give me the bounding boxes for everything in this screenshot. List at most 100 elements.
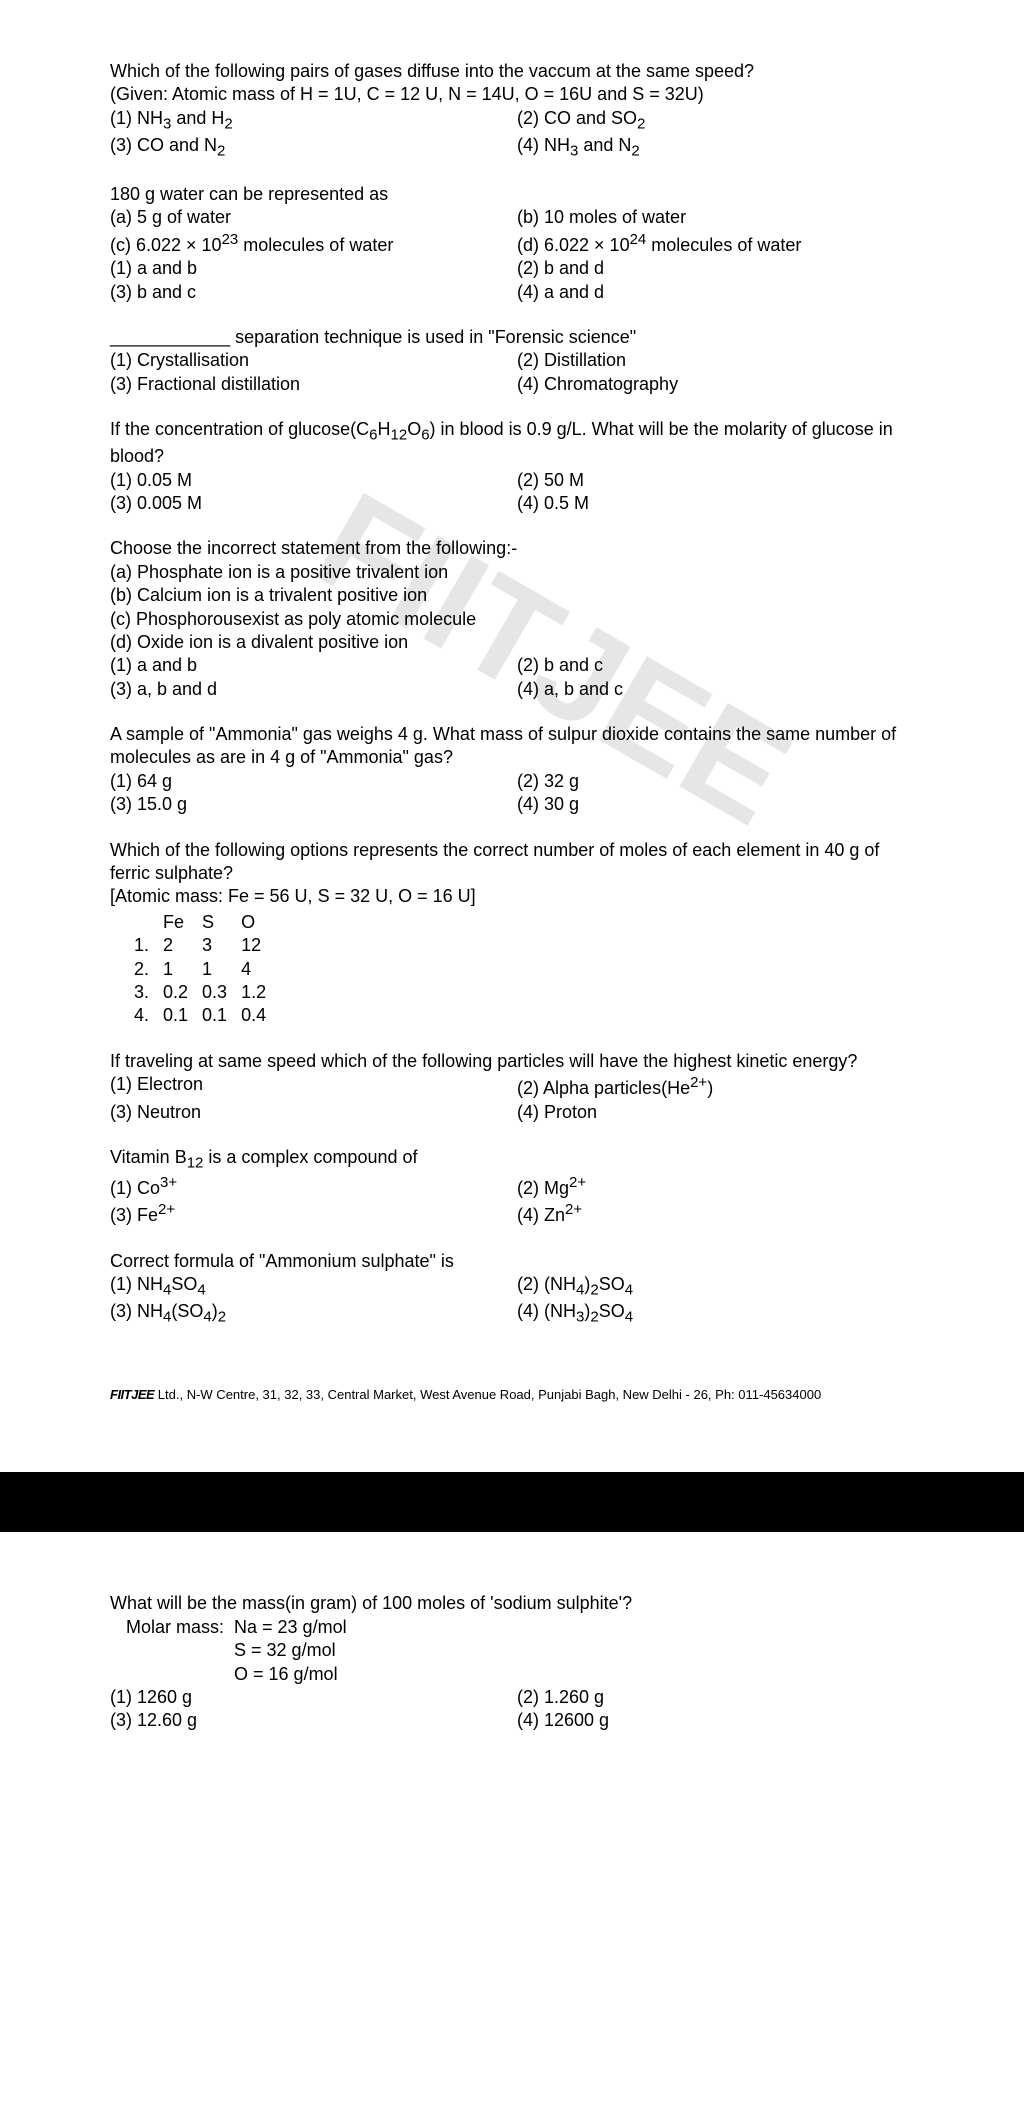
options: (1) a and b(2) b and d(3) b and c(4) a a… <box>110 257 924 304</box>
table-row: 4.0.10.10.4 <box>134 1004 280 1027</box>
sub-options: (a) 5 g of water(b) 10 moles of water(c)… <box>110 206 924 257</box>
sub-options: (a) Phosphate ion is a positive trivalen… <box>110 561 924 655</box>
options: (1) a and b(2) b and c(3) a, b and d(4) … <box>110 654 924 701</box>
option: (3) 0.005 M <box>110 492 517 515</box>
molar-mass-block: Molar mass: Na = 23 g/molS = 32 g/molO =… <box>110 1616 924 1686</box>
table-cell: 4 <box>241 958 280 981</box>
page-2: What will be the mass(in gram) of 100 mo… <box>0 1592 1024 1814</box>
option: (a) 5 g of water <box>110 206 517 229</box>
question-text: Correct formula of "Ammonium sulphate" i… <box>110 1250 924 1273</box>
page-separator <box>0 1472 1024 1532</box>
table-cell: 3. <box>134 981 163 1004</box>
question-7: Which of the following options represent… <box>110 839 924 1028</box>
option: (2) 1.260 g <box>517 1686 924 1709</box>
option: (4) Proton <box>517 1101 924 1124</box>
molar-line: Na = 23 g/mol <box>234 1616 347 1639</box>
table-cell: 0.3 <box>202 981 241 1004</box>
molar-line: O = 16 g/mol <box>234 1663 347 1686</box>
table-cell: 1.2 <box>241 981 280 1004</box>
option: (1) Electron <box>110 1073 517 1100</box>
option: (4) Zn2+ <box>517 1200 924 1227</box>
question-8: If traveling at same speed which of the … <box>110 1050 924 1124</box>
sub-option: (d) Oxide ion is a divalent positive ion <box>110 631 924 654</box>
question-6: A sample of "Ammonia" gas weighs 4 g. Wh… <box>110 723 924 817</box>
option: (2) CO and SO2 <box>517 107 924 134</box>
table-cell: 4. <box>134 1004 163 1027</box>
option: (1) Co3+ <box>110 1173 517 1200</box>
question-text: If traveling at same speed which of the … <box>110 1050 924 1073</box>
question-text: Which of the following options represent… <box>110 839 924 886</box>
option: (4) 12600 g <box>517 1709 924 1732</box>
option: (4) (NH3)2SO4 <box>517 1300 924 1327</box>
options: (1) 64 g(2) 32 g(3) 15.0 g(4) 30 g <box>110 770 924 817</box>
option: (1) 1260 g <box>110 1686 517 1709</box>
option: (1) a and b <box>110 654 517 677</box>
table-cell: 3 <box>202 934 241 957</box>
sub-option: (a) Phosphate ion is a positive trivalen… <box>110 561 924 584</box>
molar-label: Molar mass: <box>126 1616 234 1686</box>
option: (3) Neutron <box>110 1101 517 1124</box>
option: (3) Fe2+ <box>110 1200 517 1227</box>
table-cell: 0.2 <box>163 981 202 1004</box>
option: (4) NH3 and N2 <box>517 134 924 161</box>
question-given: [Atomic mass: Fe = 56 U, S = 32 U, O = 1… <box>110 885 924 908</box>
options: (1) 1260 g(2) 1.260 g(3) 12.60 g(4) 1260… <box>110 1686 924 1733</box>
moles-table: FeSO1.23122.1143.0.20.31.24.0.10.10.4 <box>134 911 280 1028</box>
question-text: A sample of "Ammonia" gas weighs 4 g. Wh… <box>110 723 924 770</box>
option: (1) NH3 and H2 <box>110 107 517 134</box>
table-header: Fe <box>163 911 202 934</box>
table-header <box>134 911 163 934</box>
option: (2) Mg2+ <box>517 1173 924 1200</box>
option: (2) (NH4)2SO4 <box>517 1273 924 1300</box>
option: (1) 64 g <box>110 770 517 793</box>
option: (3) 12.60 g <box>110 1709 517 1732</box>
option: (4) a and d <box>517 281 924 304</box>
table-cell: 1 <box>202 958 241 981</box>
sub-option: (c) Phosphorousexist as poly atomic mole… <box>110 608 924 631</box>
table-cell: 0.4 <box>241 1004 280 1027</box>
questions-container: Which of the following pairs of gases di… <box>110 60 924 1402</box>
option: (4) 0.5 M <box>517 492 924 515</box>
question-10: Correct formula of "Ammonium sulphate" i… <box>110 1250 924 1328</box>
option: (b) 10 moles of water <box>517 206 924 229</box>
option: (4) 30 g <box>517 793 924 816</box>
option: (c) 6.022 × 1023 molecules of water <box>110 230 517 257</box>
question-text: Choose the incorrect statement from the … <box>110 537 924 560</box>
table-header: S <box>202 911 241 934</box>
question-text: Which of the following pairs of gases di… <box>110 60 924 83</box>
option: (2) b and d <box>517 257 924 280</box>
table-row: 2.114 <box>134 958 280 981</box>
option: (1) a and b <box>110 257 517 280</box>
question-text: Vitamin B12 is a complex compound of <box>110 1146 924 1173</box>
option: (3) a, b and d <box>110 678 517 701</box>
option: (1) Crystallisation <box>110 349 517 372</box>
question-given: (Given: Atomic mass of H = 1U, C = 12 U,… <box>110 83 924 106</box>
table-header: O <box>241 911 280 934</box>
option: (3) 15.0 g <box>110 793 517 816</box>
option: (2) Alpha particles(He2+) <box>517 1073 924 1100</box>
question-9: Vitamin B12 is a complex compound of (1)… <box>110 1146 924 1228</box>
option: (3) b and c <box>110 281 517 304</box>
table-cell: 2 <box>163 934 202 957</box>
question-3: ____________ separation technique is use… <box>110 326 924 396</box>
option: (1) NH4SO4 <box>110 1273 517 1300</box>
footer-logo: FIITJEE <box>110 1387 154 1402</box>
options: (1) NH3 and H2(2) CO and SO2(3) CO and N… <box>110 107 924 161</box>
option: (3) CO and N2 <box>110 134 517 161</box>
table-cell: 1. <box>134 934 163 957</box>
option: (4) a, b and c <box>517 678 924 701</box>
option: (2) b and c <box>517 654 924 677</box>
option: (3) Fractional distillation <box>110 373 517 396</box>
option: (4) Chromatography <box>517 373 924 396</box>
table-cell: 2. <box>134 958 163 981</box>
page-footer: FIITJEE Ltd., N-W Centre, 31, 32, 33, Ce… <box>110 1387 924 1402</box>
option: (2) Distillation <box>517 349 924 372</box>
options: (1) Electron(2) Alpha particles(He2+)(3)… <box>110 1073 924 1124</box>
molar-line: S = 32 g/mol <box>234 1639 347 1662</box>
table-cell: 1 <box>163 958 202 981</box>
question-text: 180 g water can be represented as <box>110 183 924 206</box>
options: (1) Crystallisation(2) Distillation(3) F… <box>110 349 924 396</box>
option: (2) 50 M <box>517 469 924 492</box>
molar-values: Na = 23 g/molS = 32 g/molO = 16 g/mol <box>234 1616 347 1686</box>
options: (1) 0.05 M(2) 50 M(3) 0.005 M(4) 0.5 M <box>110 469 924 516</box>
